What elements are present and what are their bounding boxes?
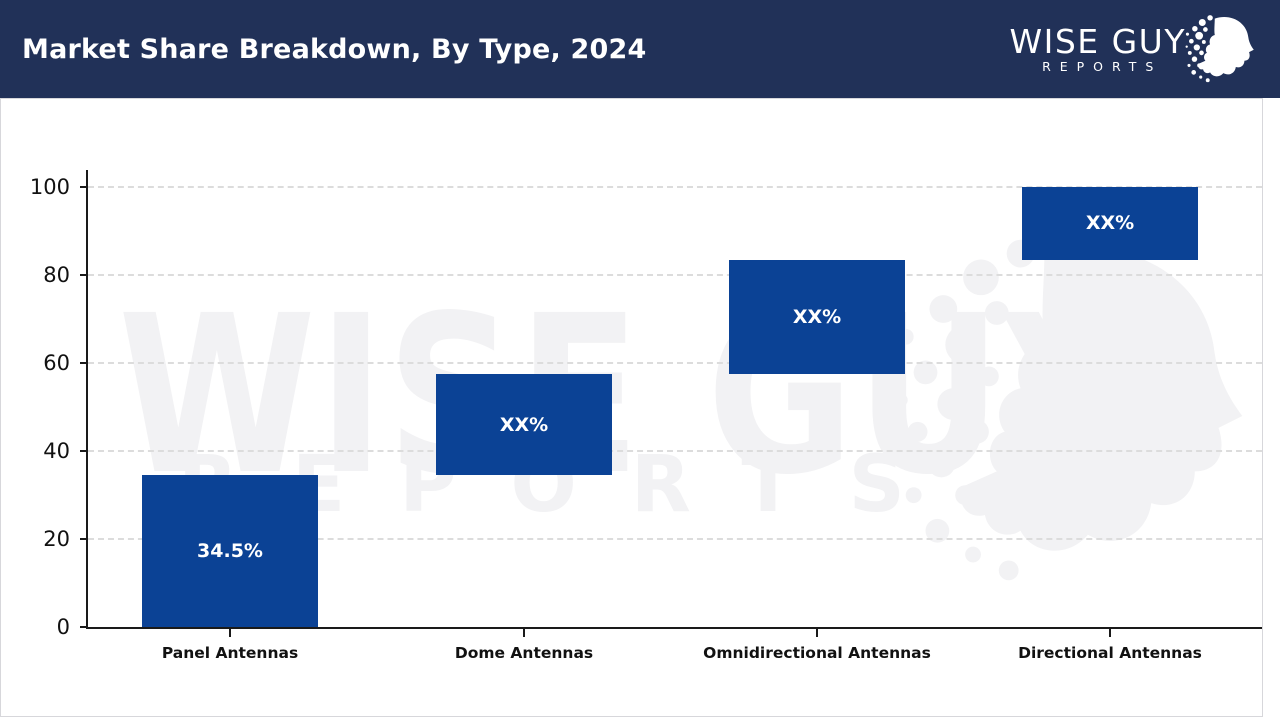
logo-subtitle: REPORTS xyxy=(1042,58,1163,74)
y-tick-label-0: 0 xyxy=(56,615,70,639)
y-tick-80 xyxy=(80,274,88,276)
x-tick-omnidirectional-antennas xyxy=(816,629,818,637)
y-tick-100 xyxy=(80,186,88,188)
x-tick-dome-antennas xyxy=(523,629,525,637)
page-title: Market Share Breakdown, By Type, 2024 xyxy=(22,33,647,65)
header-banner: Market Share Breakdown, By Type, 2024 WI… xyxy=(0,0,1280,98)
gridline-60 xyxy=(88,362,1262,364)
bar-value-label: XX% xyxy=(1085,212,1135,235)
gridline-20 xyxy=(88,538,1262,540)
x-tick-panel-antennas xyxy=(229,629,231,637)
category-label-omnidirectional-antennas: Omnidirectional Antennas xyxy=(703,644,931,662)
y-tick-label-60: 60 xyxy=(43,351,70,375)
x-tick-directional-antennas xyxy=(1109,629,1111,637)
y-tick-label-100: 100 xyxy=(29,175,70,199)
category-label-dome-antennas: Dome Antennas xyxy=(454,644,594,662)
gridline-40 xyxy=(88,450,1262,452)
y-axis-line xyxy=(86,170,88,629)
category-label-panel-antennas: Panel Antennas xyxy=(161,644,299,662)
bar-panel-antennas: 34.5% xyxy=(142,475,318,627)
y-tick-60 xyxy=(80,362,88,364)
category-label-directional-antennas: Directional Antennas xyxy=(1018,644,1202,662)
y-tick-label-80: 80 xyxy=(43,263,70,287)
bar-value-label: XX% xyxy=(792,305,842,328)
bar-dome-antennas: XX% xyxy=(436,374,612,476)
bar-value-label: 34.5% xyxy=(197,540,263,563)
y-tick-0 xyxy=(80,626,88,628)
bar-directional-antennas: XX% xyxy=(1022,187,1198,260)
y-tick-label-40: 40 xyxy=(43,439,70,463)
logo-text: WISE GUY REPORTS xyxy=(1009,25,1186,74)
x-axis-line xyxy=(86,627,1262,629)
bar-omnidirectional-antennas: XX% xyxy=(729,259,905,374)
watermark-head-icon xyxy=(895,239,1243,581)
gridline-80 xyxy=(88,274,1262,276)
gridline-100 xyxy=(88,186,1262,188)
wise-guy-reports-logo: WISE GUY REPORTS xyxy=(1009,7,1260,91)
y-tick-40 xyxy=(80,450,88,452)
chart-canvas: WISE GUY REPORTS 0 20 40 60 80 100 34.5% Panel … xyxy=(0,98,1280,720)
bar-value-label: XX% xyxy=(499,413,549,436)
y-tick-20 xyxy=(80,538,88,540)
y-tick-label-20: 20 xyxy=(43,527,70,551)
logo-head-icon xyxy=(1185,15,1254,83)
logo-wordmark: WISE GUY xyxy=(1009,21,1186,61)
